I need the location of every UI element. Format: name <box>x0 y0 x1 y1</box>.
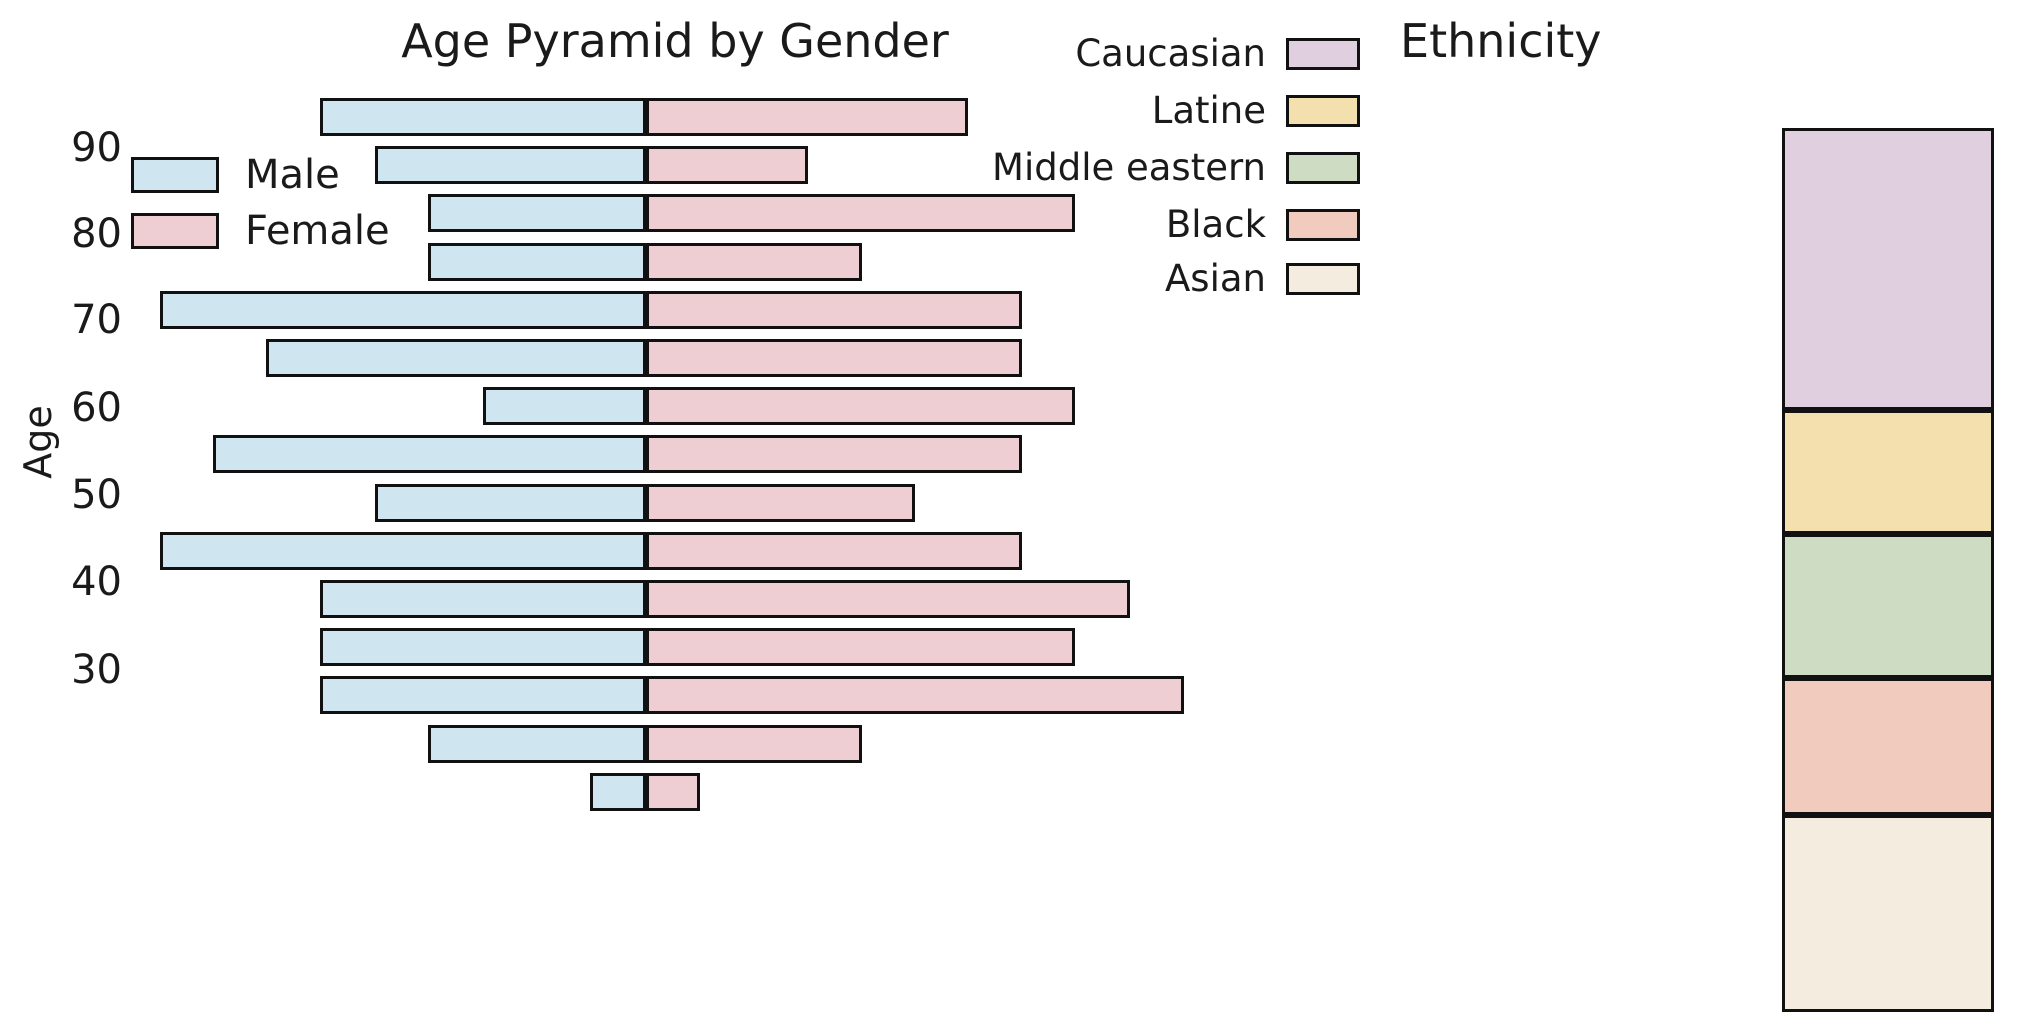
legend-swatch-icon <box>1286 37 1360 70</box>
ethnicity-legend-item-middle-eastern[interactable]: Middle eastern <box>980 146 1360 189</box>
y-axis-tick-label: 50 <box>71 472 122 518</box>
bar-row <box>0 387 1250 426</box>
bar-female <box>646 194 1075 233</box>
y-axis-tick-label: 80 <box>71 211 122 257</box>
bar-female <box>646 146 808 185</box>
bar-row <box>0 676 1250 715</box>
bar-row <box>0 435 1250 474</box>
bar-male <box>428 242 646 281</box>
ethnicity-segment-black <box>1782 678 1994 815</box>
bar-female <box>646 580 1130 618</box>
bar-row <box>0 580 1250 618</box>
bar-female <box>646 483 915 522</box>
legend-swatch-icon <box>1286 151 1360 184</box>
legend-swatch-icon <box>131 213 219 249</box>
bar-male <box>320 676 646 715</box>
bar-male <box>590 772 646 811</box>
bar-male <box>320 580 646 618</box>
bar-female <box>646 531 1022 570</box>
y-axis-tick-label: 40 <box>71 559 122 605</box>
bar-row <box>0 628 1250 667</box>
ethnicity-segment-asian <box>1782 815 1994 1012</box>
y-axis-tick-label: 70 <box>71 297 122 343</box>
bar-row <box>0 194 1250 233</box>
bar-row <box>0 146 1250 185</box>
bar-row <box>0 290 1250 329</box>
bar-row <box>0 772 1250 811</box>
legend-swatch-icon <box>1286 208 1360 241</box>
bar-male <box>375 146 646 185</box>
bar-female <box>646 290 1022 329</box>
ethnicity-legend-item-asian[interactable]: Asian <box>980 257 1360 300</box>
y-axis-tick-group: 90 80 70 60 50 40 30 <box>0 0 122 1035</box>
y-axis-tick-label: 60 <box>71 385 122 431</box>
legend-swatch-icon <box>1286 262 1360 295</box>
bar-male <box>320 628 646 667</box>
ethnicity-legend-label: Latine <box>1151 89 1266 132</box>
ethnicity-segment-latine <box>1782 410 1994 534</box>
bar-female <box>646 676 1184 715</box>
bar-row <box>0 724 1250 763</box>
bar-male <box>428 194 646 233</box>
ethnicity-legend-label: Middle eastern <box>992 146 1266 189</box>
bar-male <box>428 724 646 763</box>
ethnicity-legend-label: Asian <box>1165 257 1266 300</box>
bar-male <box>160 290 646 329</box>
bar-female <box>646 628 1075 667</box>
ethnicity-legend-label: Black <box>1165 203 1266 246</box>
ethnicity-legend-item-black[interactable]: Black <box>980 203 1360 246</box>
bar-row <box>0 339 1250 377</box>
gender-legend-item-female[interactable]: Female <box>131 208 390 254</box>
bar-male <box>483 387 646 426</box>
bar-row <box>0 531 1250 570</box>
bar-male <box>160 531 646 570</box>
bar-row <box>0 483 1250 522</box>
legend-swatch-icon <box>1286 94 1360 127</box>
bar-male <box>213 435 646 474</box>
bar-female <box>646 772 700 811</box>
ethnicity-segment-middle-eastern <box>1782 534 1994 678</box>
ethnicity-legend-item-latine[interactable]: Latine <box>980 89 1360 132</box>
age-pyramid-plot <box>0 98 1250 811</box>
ethnicity-stacked-bar <box>1782 128 1994 1012</box>
legend-swatch-icon <box>131 157 219 193</box>
bar-female <box>646 339 1022 377</box>
gender-legend-label: Male <box>245 152 340 198</box>
page-title: Age Pyramid by Gender <box>401 14 949 68</box>
y-axis-tick-label: 30 <box>71 647 122 693</box>
gender-legend-label: Female <box>245 208 390 254</box>
y-axis-tick-label: 90 <box>71 125 122 171</box>
bar-row <box>0 242 1250 281</box>
ethnicity-legend-title: Ethnicity <box>1400 14 1602 68</box>
ethnicity-segment-caucasian <box>1782 128 1994 410</box>
bar-female <box>646 435 1022 474</box>
gender-legend-item-male[interactable]: Male <box>131 152 340 198</box>
ethnicity-legend-item-caucasian[interactable]: Caucasian <box>980 32 1360 75</box>
bar-female <box>646 387 1075 426</box>
bar-female <box>646 724 862 763</box>
bar-male <box>375 483 646 522</box>
bar-female <box>646 98 968 136</box>
bar-male <box>266 339 646 377</box>
bar-female <box>646 242 862 281</box>
bar-row <box>0 98 1250 136</box>
ethnicity-legend-label: Caucasian <box>1075 32 1266 75</box>
bar-male <box>320 98 646 136</box>
